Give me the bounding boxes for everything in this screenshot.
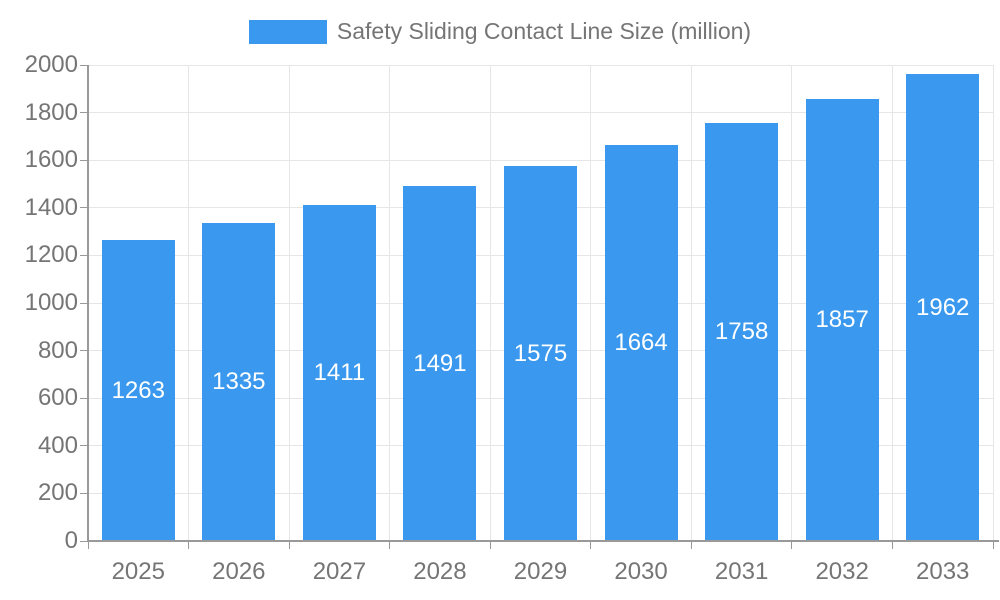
x-axis-tick <box>489 541 491 549</box>
y-axis-tick-label: 1400 <box>24 193 78 221</box>
y-axis-tick-label: 800 <box>37 336 78 364</box>
y-gridline <box>88 112 993 114</box>
x-axis-tick-label: 2032 <box>815 558 869 585</box>
bar[interactable] <box>202 223 276 540</box>
bar[interactable] <box>504 166 577 540</box>
y-axis-tick <box>80 445 88 447</box>
x-axis-tick-label: 2026 <box>212 558 266 585</box>
y-axis-tick-label: 600 <box>37 384 78 412</box>
y-axis-tick-label: 1600 <box>24 146 78 174</box>
x-axis-tick <box>87 541 89 549</box>
y-axis-tick <box>80 112 88 114</box>
y-axis-tick <box>80 302 88 304</box>
y-axis-tick <box>80 254 88 256</box>
bar[interactable] <box>604 144 678 540</box>
y-axis-tick <box>80 207 88 209</box>
y-axis-tick-label: 2000 <box>24 51 78 78</box>
x-gridline <box>489 65 491 541</box>
x-axis-tick <box>590 541 592 549</box>
y-axis-tick-label: 400 <box>37 431 78 459</box>
bar[interactable] <box>101 240 175 540</box>
x-gridline <box>690 65 692 541</box>
x-gridline <box>791 65 793 541</box>
bar[interactable] <box>906 74 980 540</box>
y-axis-tick <box>80 397 88 399</box>
y-axis-tick <box>80 64 88 66</box>
x-axis-tick <box>891 541 893 549</box>
y-axis-tick-label: 1800 <box>24 98 78 126</box>
y-axis-tick-label: 1000 <box>24 289 78 316</box>
legend[interactable]: Safety Sliding Contact Line Size (millio… <box>0 18 1000 45</box>
x-gridline <box>992 65 994 541</box>
x-axis-tick-label: 2028 <box>413 558 467 585</box>
x-gridline <box>389 65 391 541</box>
x-gridline <box>288 65 290 541</box>
x-axis-tick-label: 2027 <box>312 558 367 585</box>
x-axis-tick-label: 2030 <box>614 558 668 585</box>
y-gridline <box>88 159 993 161</box>
x-axis-line <box>88 540 999 542</box>
y-axis-line <box>87 65 89 541</box>
bar[interactable] <box>705 122 779 540</box>
x-gridline <box>188 65 190 541</box>
legend-label: Safety Sliding Contact Line Size (millio… <box>336 18 752 44</box>
x-axis-tick <box>690 541 692 549</box>
x-axis-tick <box>389 541 391 549</box>
bar[interactable] <box>403 186 477 540</box>
x-axis-tick-label: 2025 <box>111 558 165 585</box>
y-axis-tick-label: 0 <box>64 527 78 554</box>
y-gridline <box>88 64 993 66</box>
x-axis-tick <box>188 541 190 549</box>
x-axis-tick-label: 2031 <box>714 558 769 585</box>
y-axis-tick <box>80 492 88 494</box>
bar[interactable] <box>805 99 879 540</box>
y-axis-tick-label: 200 <box>37 479 78 507</box>
y-axis-tick <box>80 540 88 542</box>
x-axis-tick <box>288 541 290 549</box>
bar[interactable] <box>302 205 376 540</box>
y-axis-tick-label: 1200 <box>24 241 78 269</box>
legend-swatch-icon <box>248 19 327 44</box>
y-axis-tick <box>80 350 88 352</box>
y-axis-tick <box>80 159 88 161</box>
x-axis-tick-label: 2033 <box>916 558 970 585</box>
x-axis-tick-label: 2029 <box>513 558 568 585</box>
x-axis-tick <box>992 541 994 549</box>
x-gridline <box>891 65 893 541</box>
x-gridline <box>590 65 592 541</box>
x-axis-tick <box>791 541 793 549</box>
